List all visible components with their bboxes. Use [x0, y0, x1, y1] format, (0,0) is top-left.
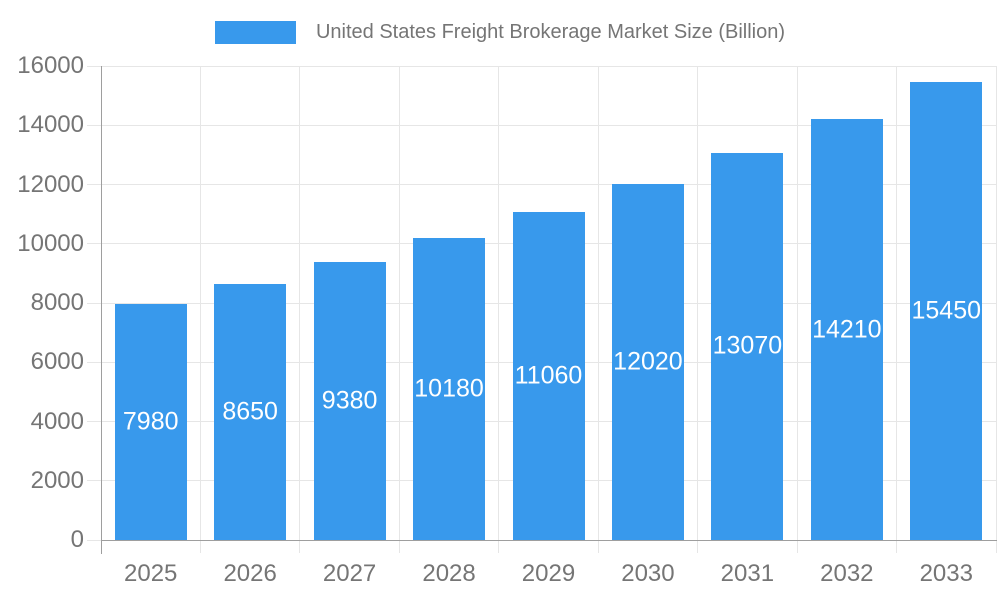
v-gridline [896, 66, 898, 553]
x-tick-label: 2029 [521, 560, 576, 587]
bar-value-label: 10180 [414, 374, 484, 403]
bar-2030[interactable] [611, 183, 684, 540]
x-tick-label: 2032 [820, 560, 874, 587]
legend: United States Freight Brokerage Market S… [0, 19, 1000, 45]
x-tick-label: 2026 [223, 560, 277, 587]
x-tick-label: 2025 [124, 560, 178, 587]
bar-value-label: 8650 [222, 397, 278, 426]
bar-value-label: 9380 [321, 386, 378, 415]
v-gridline [398, 66, 400, 553]
bar-2033[interactable] [910, 82, 983, 540]
bar-2031[interactable] [711, 152, 784, 540]
v-gridline [697, 66, 699, 553]
x-tick-label: 2028 [422, 560, 476, 587]
x-tick-label: 2027 [322, 560, 377, 587]
bar-2025[interactable] [114, 303, 187, 540]
bar-2027[interactable] [313, 262, 386, 540]
v-gridline [299, 66, 301, 553]
bar-value-label: 12020 [613, 347, 683, 376]
y-tick-label: 14000 [17, 111, 84, 139]
legend-series-label[interactable]: United States Freight Brokerage Market S… [315, 21, 786, 43]
v-gridline [199, 66, 201, 553]
y-axis-tick [87, 539, 101, 541]
y-tick-label: 8000 [30, 289, 84, 316]
y-tick-label: 4000 [30, 407, 84, 435]
y-tick-label: 12000 [17, 170, 84, 198]
bar-value-label: 14210 [812, 315, 882, 343]
h-gridline [87, 124, 996, 126]
bar-2028[interactable] [413, 238, 486, 540]
v-gridline [498, 66, 500, 553]
bar-2029[interactable] [512, 212, 585, 540]
bar-2032[interactable] [810, 119, 883, 540]
v-gridline [597, 66, 599, 553]
x-tick-label: 2030 [621, 560, 675, 587]
bar-value-label: 15450 [911, 296, 982, 325]
bar-value-label: 11060 [514, 361, 583, 390]
y-tick-label: 10000 [17, 229, 84, 257]
bar-2026[interactable] [214, 283, 287, 540]
x-tick-label: 2031 [720, 560, 775, 587]
h-gridline [87, 65, 996, 67]
v-gridline [796, 66, 798, 553]
x-tick-label: 2033 [919, 560, 973, 587]
y-tick-label: 6000 [30, 348, 84, 376]
bar-value-label: 7980 [122, 407, 179, 436]
y-tick-label: 0 [70, 526, 84, 553]
v-gridline [995, 66, 997, 553]
x-axis-line [100, 539, 997, 541]
y-tick-label: 2000 [30, 466, 84, 494]
y-tick-label: 16000 [17, 52, 84, 79]
y-axis-line [100, 66, 102, 554]
legend-swatch[interactable] [214, 20, 296, 44]
h-gridline [87, 184, 996, 185]
bar-value-label: 13070 [712, 331, 783, 360]
